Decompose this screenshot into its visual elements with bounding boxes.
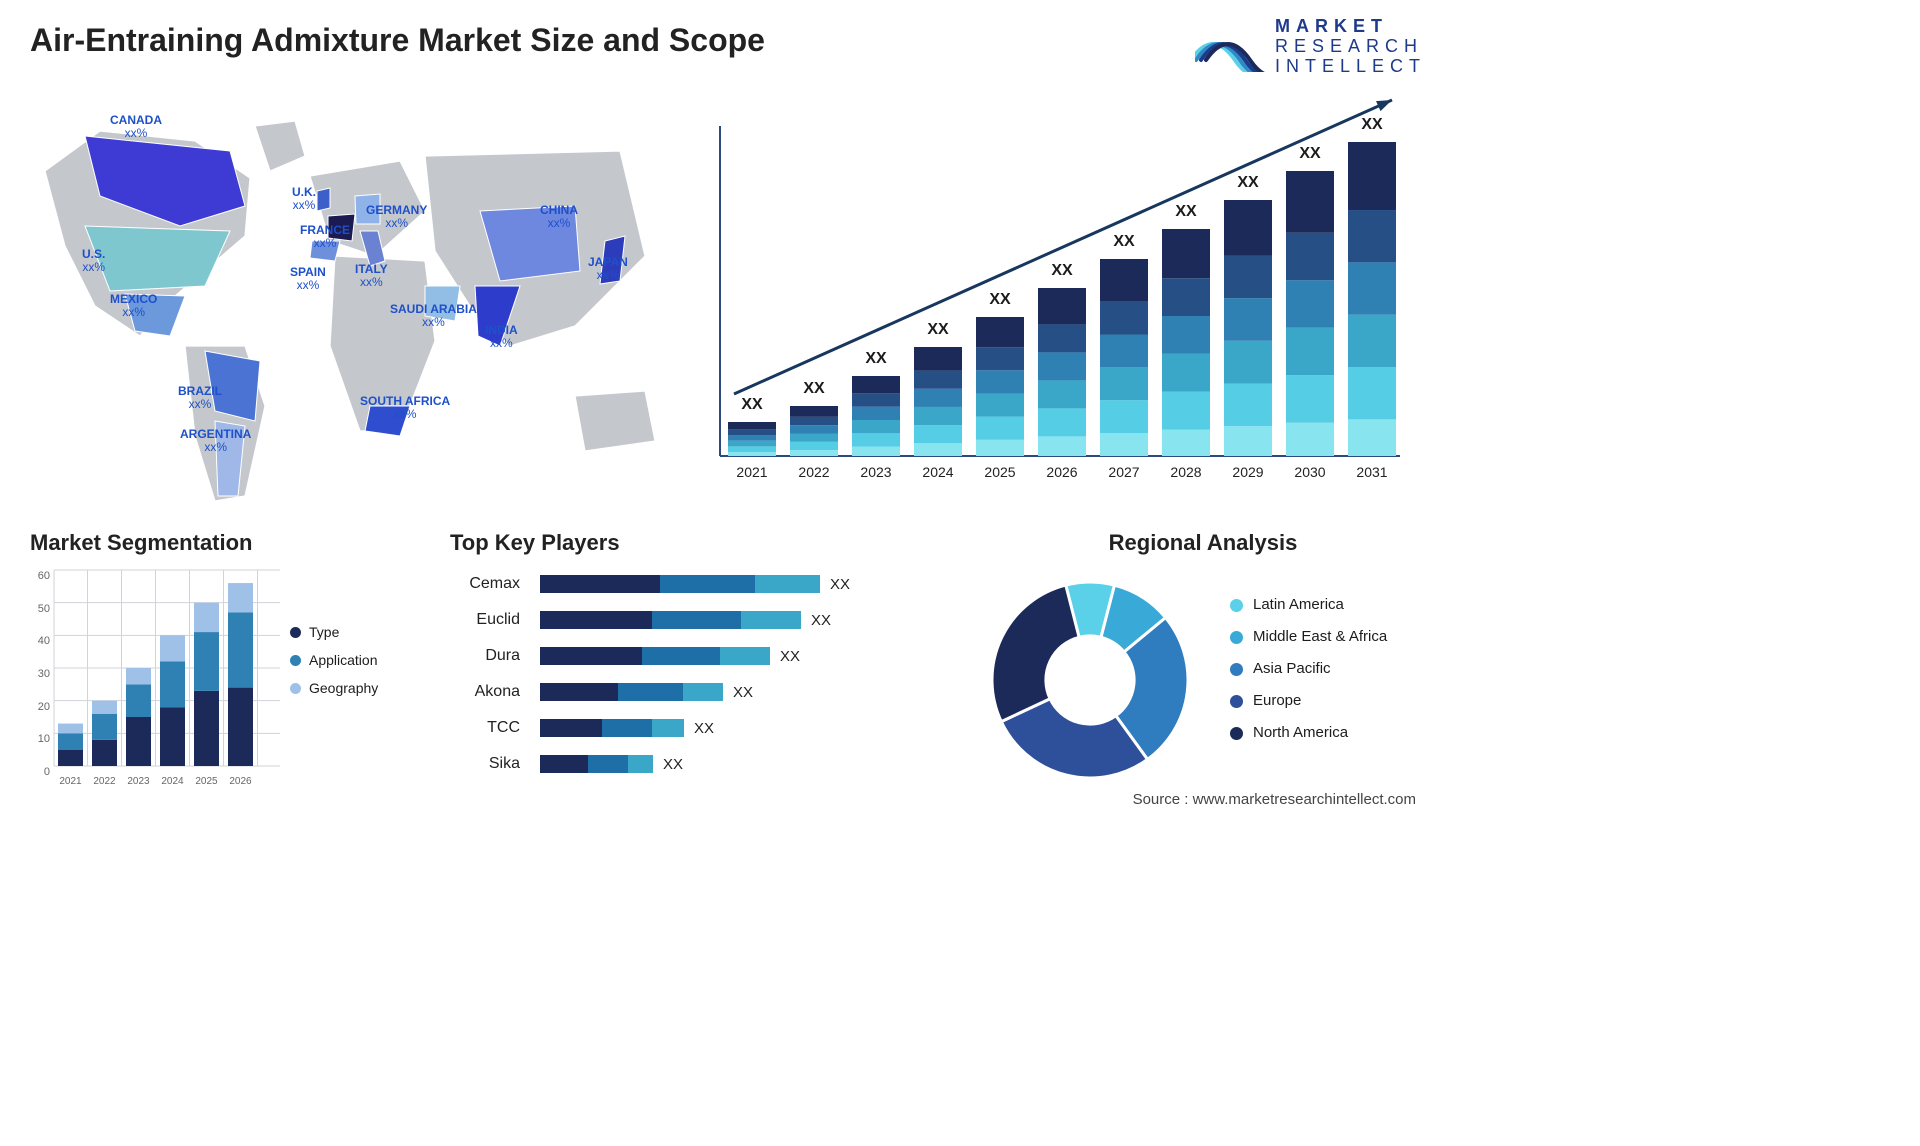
world-map: CANADAxx% U.S.xx%MEXICOxx% BRAZILxx% ARGENT… <box>30 96 670 506</box>
map-label-canada: CANADAxx% <box>110 114 162 140</box>
player-name: Cemax <box>450 575 540 593</box>
legend-dot-icon <box>1230 599 1243 612</box>
players-title: Top Key Players <box>450 530 950 556</box>
legend-dot-icon <box>1230 727 1243 740</box>
market-bar-label-2031: XX <box>1361 116 1382 134</box>
player-name: Dura <box>450 647 540 665</box>
player-value: XX <box>653 756 683 773</box>
player-row: Akona XX <box>450 674 950 710</box>
market-bar-label-2023: XX <box>865 350 886 368</box>
map-label-germany: GERMANYxx% <box>366 204 427 230</box>
market-bar-label-2026: XX <box>1051 262 1072 280</box>
legend-dot-icon <box>1230 695 1243 708</box>
market-year-label: 2031 <box>1356 464 1387 480</box>
map-label-japan: JAPANxx% <box>588 256 628 282</box>
map-label-china: CHINAxx% <box>540 204 578 230</box>
market-year-label: 2026 <box>1046 464 1077 480</box>
player-name: TCC <box>450 719 540 737</box>
map-label-u-s-: U.S.xx% <box>82 248 105 274</box>
segmentation-panel: Market Segmentation 0102030405060 202120… <box>30 530 420 796</box>
regional-legend-item: Middle East & Africa <box>1230 629 1387 645</box>
segmentation-title: Market Segmentation <box>30 530 420 556</box>
market-year-label: 2021 <box>736 464 767 480</box>
map-label-india: INDIAxx% <box>485 324 518 350</box>
player-name: Sika <box>450 755 540 773</box>
legend-dot-icon <box>290 627 301 638</box>
market-bar-label-2025: XX <box>989 291 1010 309</box>
player-bar <box>540 611 801 629</box>
regional-title: Regional Analysis <box>980 530 1426 556</box>
market-bar-label-2029: XX <box>1237 174 1258 192</box>
regional-panel: Regional Analysis Latin America Middle Ea… <box>950 530 1426 796</box>
market-size-chart: XX 2021 XX 2022 XX 2023 XX 2024 XX 2025 XX 2026 XX 20… <box>710 96 1426 506</box>
seg-legend-item: Type <box>290 624 378 640</box>
market-bar-label-2028: XX <box>1175 203 1196 221</box>
player-bar <box>540 575 820 593</box>
logo-line1: MARKET <box>1275 16 1388 36</box>
market-year-label: 2023 <box>860 464 891 480</box>
logo-line3: INTELLECT <box>1275 56 1426 76</box>
regional-donut <box>980 572 1200 782</box>
player-bar <box>540 755 653 773</box>
regional-legend: Latin America Middle East & Africa Asia Pa… <box>1230 597 1387 757</box>
legend-dot-icon <box>290 655 301 666</box>
player-name: Akona <box>450 683 540 701</box>
market-bar-label-2024: XX <box>927 321 948 339</box>
seg-legend-item: Application <box>290 652 378 668</box>
market-year-label: 2027 <box>1108 464 1139 480</box>
source-label: Source : www.marketresearchintellect.com <box>1133 791 1416 808</box>
player-value: XX <box>684 720 714 737</box>
market-year-label: 2028 <box>1170 464 1201 480</box>
market-year-label: 2030 <box>1294 464 1325 480</box>
market-bar-label-2027: XX <box>1113 233 1134 251</box>
segmentation-legend: Type Application Geography <box>290 624 378 708</box>
player-bar <box>540 647 770 665</box>
player-value: XX <box>770 648 800 665</box>
market-year-label: 2022 <box>798 464 829 480</box>
player-name: Euclid <box>450 611 540 629</box>
map-label-mexico: MEXICOxx% <box>110 293 157 319</box>
map-label-u-k-: U.K.xx% <box>292 186 316 212</box>
regional-legend-item: North America <box>1230 725 1387 741</box>
map-label-brazil: BRAZILxx% <box>178 385 222 411</box>
legend-dot-icon <box>1230 663 1243 676</box>
map-label-saudi-arabia: SAUDI ARABIAxx% <box>390 303 477 329</box>
player-row: Dura XX <box>450 638 950 674</box>
logo-line2: RESEARCH <box>1275 36 1423 56</box>
regional-legend-item: Europe <box>1230 693 1387 709</box>
players-chart: Cemax XX Euclid XX Dura XX Akona XX TCC XX Sika XX <box>450 566 950 796</box>
market-bar-label-2021: XX <box>741 396 762 414</box>
player-value: XX <box>723 684 753 701</box>
legend-dot-icon <box>1230 631 1243 644</box>
player-value: XX <box>820 576 850 593</box>
market-year-label: 2029 <box>1232 464 1263 480</box>
legend-dot-icon <box>290 683 301 694</box>
market-bar-label-2030: XX <box>1299 145 1320 163</box>
market-year-label: 2025 <box>984 464 1015 480</box>
map-label-france: FRANCExx% <box>300 224 350 250</box>
map-label-spain: SPAINxx% <box>290 266 326 292</box>
player-bar <box>540 683 723 701</box>
brand-logo: MARKET RESEARCH INTELLECT <box>1195 16 1426 76</box>
regional-legend-item: Asia Pacific <box>1230 661 1387 677</box>
market-year-label: 2024 <box>922 464 953 480</box>
player-value: XX <box>801 612 831 629</box>
player-row: Cemax XX <box>450 566 950 602</box>
segmentation-chart <box>30 564 280 784</box>
player-row: TCC XX <box>450 710 950 746</box>
map-label-south-africa: SOUTH AFRICAxx% <box>360 395 450 421</box>
player-row: Sika XX <box>450 746 950 782</box>
player-bar <box>540 719 684 737</box>
logo-wave-icon <box>1195 20 1265 72</box>
player-row: Euclid XX <box>450 602 950 638</box>
map-label-argentina: ARGENTINAxx% <box>180 428 251 454</box>
market-bar-label-2022: XX <box>803 380 824 398</box>
players-panel: Top Key Players CemaxXXEuclidXXDuraXXAko… <box>420 530 950 796</box>
seg-legend-item: Geography <box>290 680 378 696</box>
page-title: Air-Entraining Admixture Market Size and… <box>30 22 765 59</box>
map-label-italy: ITALYxx% <box>355 263 388 289</box>
regional-legend-item: Latin America <box>1230 597 1387 613</box>
